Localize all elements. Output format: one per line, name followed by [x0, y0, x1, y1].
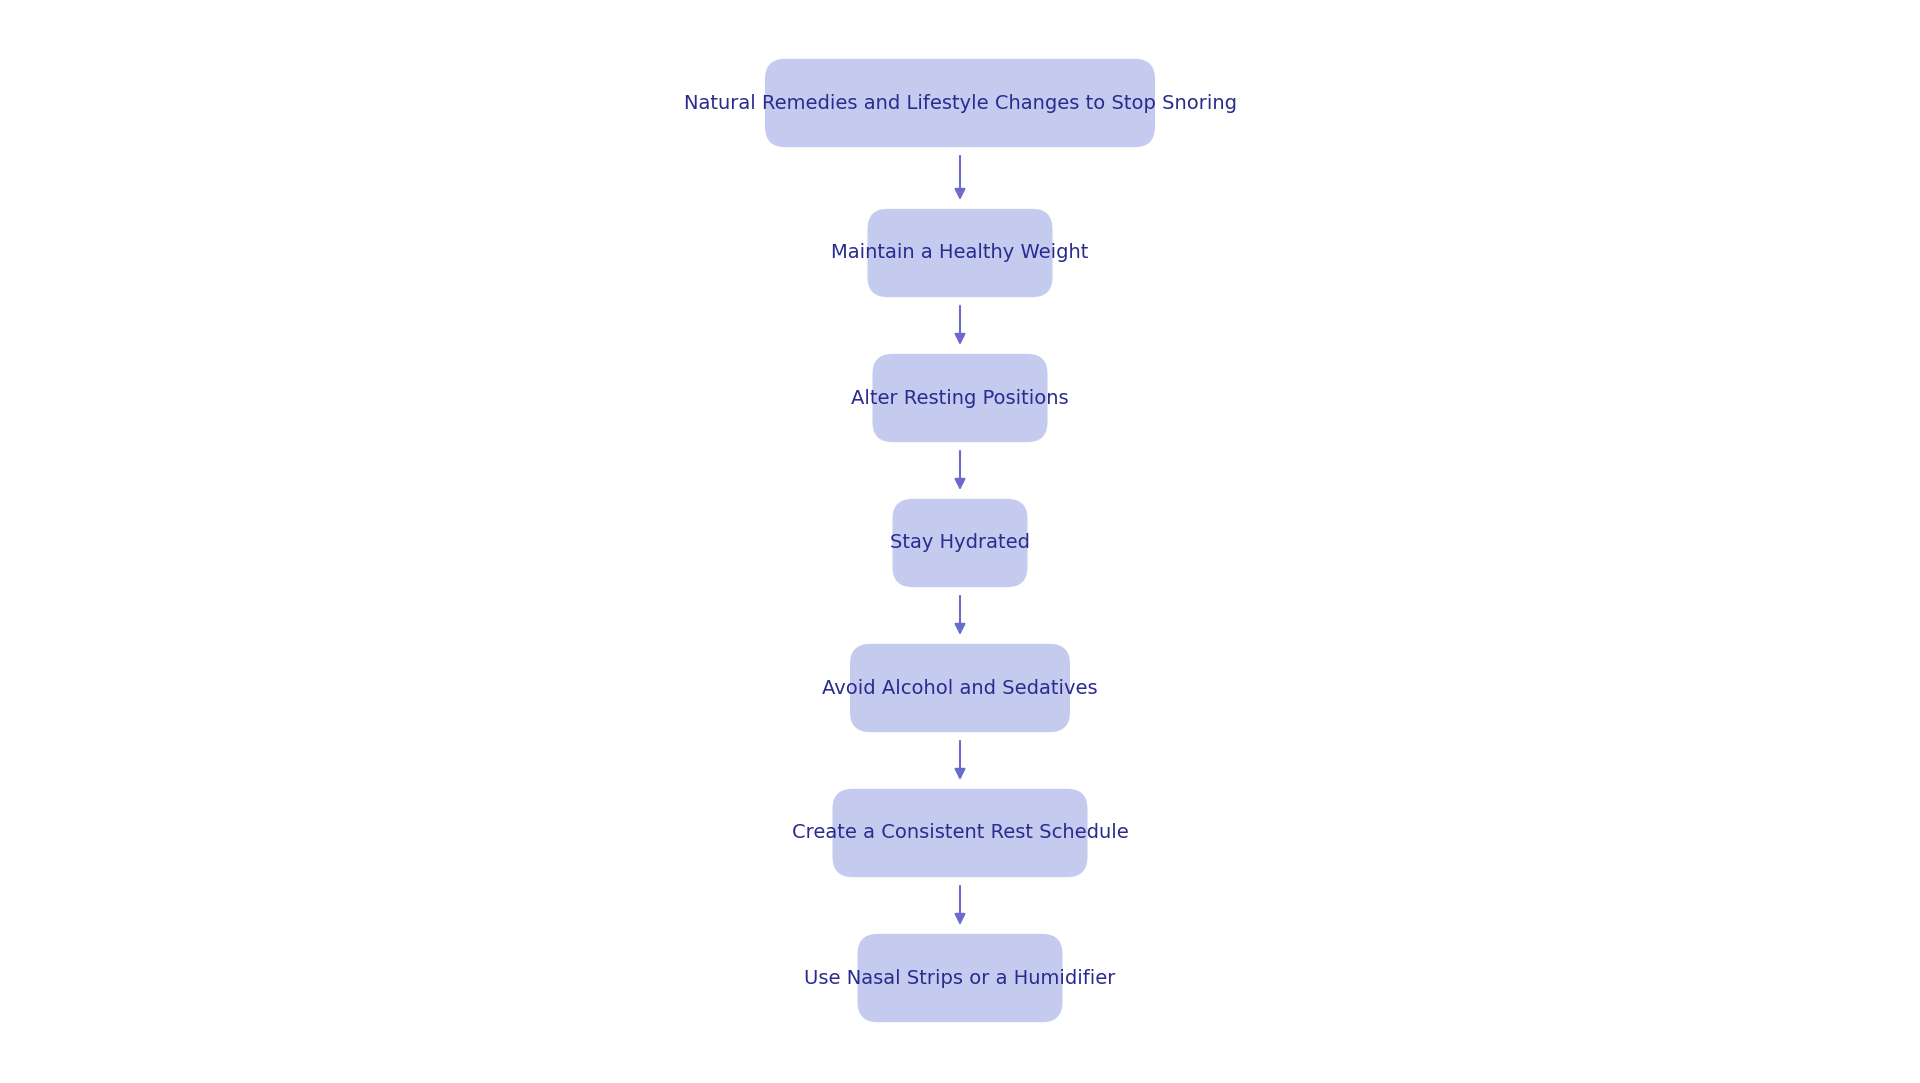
Text: Maintain a Healthy Weight: Maintain a Healthy Weight [831, 244, 1089, 262]
Text: Natural Remedies and Lifestyle Changes to Stop Snoring: Natural Remedies and Lifestyle Changes t… [684, 93, 1236, 113]
Text: Create a Consistent Rest Schedule: Create a Consistent Rest Schedule [791, 823, 1129, 843]
FancyBboxPatch shape [851, 643, 1069, 732]
Text: Use Nasal Strips or a Humidifier: Use Nasal Strips or a Humidifier [804, 968, 1116, 988]
FancyBboxPatch shape [764, 58, 1156, 147]
FancyBboxPatch shape [833, 788, 1087, 877]
Text: Alter Resting Positions: Alter Resting Positions [851, 389, 1069, 407]
FancyBboxPatch shape [868, 209, 1052, 297]
Text: Avoid Alcohol and Sedatives: Avoid Alcohol and Sedatives [822, 679, 1098, 697]
FancyBboxPatch shape [858, 934, 1062, 1022]
FancyBboxPatch shape [893, 499, 1027, 587]
Text: Stay Hydrated: Stay Hydrated [891, 534, 1029, 552]
FancyBboxPatch shape [872, 354, 1048, 442]
